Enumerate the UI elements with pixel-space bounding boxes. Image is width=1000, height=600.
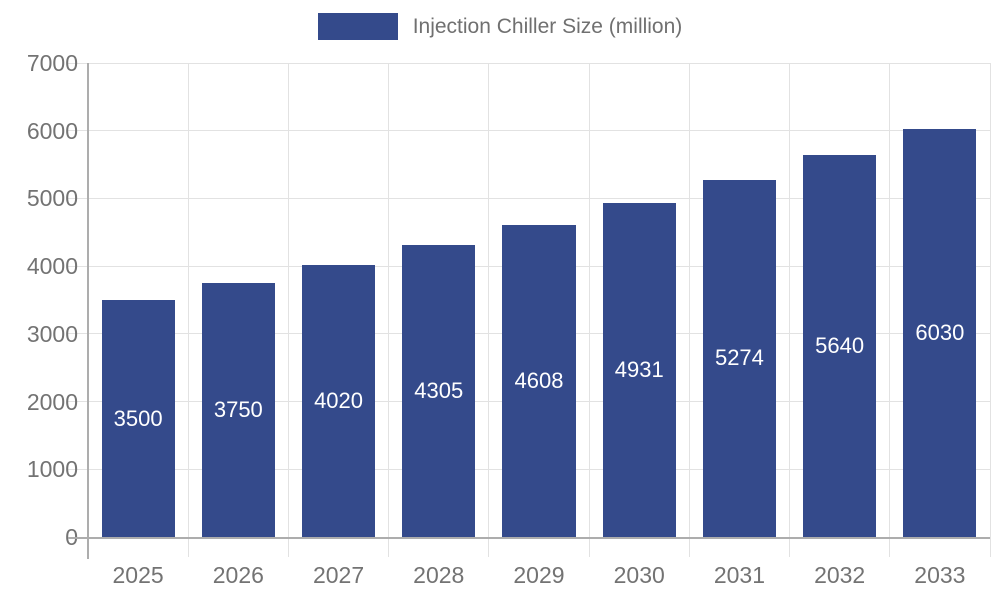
y-tick <box>68 265 88 267</box>
bar <box>502 224 576 537</box>
y-tick-label: 1000 <box>26 456 78 483</box>
v-gridline <box>889 63 891 537</box>
bar-value-label: 4305 <box>414 378 464 404</box>
bar-value-label: 3500 <box>113 405 163 431</box>
bar <box>301 264 376 537</box>
v-gridline <box>388 63 390 537</box>
v-gridline <box>789 63 791 537</box>
x-tick <box>588 537 590 557</box>
bar-value-label: 5640 <box>815 333 865 359</box>
y-tick <box>68 62 88 64</box>
x-tick <box>989 537 991 557</box>
legend-swatch <box>317 13 398 40</box>
legend-label: Injection Chiller Size (million) <box>412 14 683 38</box>
bar-value-label: 6030 <box>915 319 965 345</box>
bar-value-label: 4608 <box>514 367 564 393</box>
v-gridline <box>989 63 991 537</box>
bar-value-label: 4931 <box>614 357 664 383</box>
y-tick <box>68 333 88 335</box>
x-tick-label: 2031 <box>713 562 766 588</box>
bar-value-label: 5274 <box>714 345 764 371</box>
bar-value-label: 3750 <box>213 397 263 423</box>
x-tick <box>488 537 490 557</box>
bar <box>702 179 777 537</box>
x-axis-line <box>68 537 990 539</box>
x-tick-label: 2027 <box>312 562 365 588</box>
y-tick <box>68 130 88 132</box>
x-tick <box>889 537 891 557</box>
bar <box>101 300 175 537</box>
y-tick-label: 5000 <box>26 185 78 212</box>
y-tick-label: 3000 <box>26 320 78 347</box>
bar <box>903 128 977 537</box>
h-gridline <box>88 130 990 132</box>
y-tick-label: 2000 <box>26 388 78 415</box>
legend[interactable]: Injection Chiller Size (million) <box>0 13 1000 40</box>
x-tick-label: 2030 <box>613 562 665 588</box>
x-tick-label: 2028 <box>413 562 465 588</box>
bar <box>201 283 275 537</box>
y-axis-line <box>87 63 89 559</box>
x-tick-label: 2026 <box>212 562 264 588</box>
bar <box>803 155 877 537</box>
y-tick-label: 4000 <box>26 253 78 280</box>
x-tick <box>688 537 690 557</box>
y-tick-label: 0 <box>0 524 78 550</box>
v-gridline <box>588 63 590 537</box>
v-gridline <box>287 63 289 537</box>
y-tick-label: 6000 <box>26 117 78 144</box>
x-tick-label: 2029 <box>513 562 565 588</box>
v-gridline <box>187 63 189 537</box>
y-tick <box>68 468 88 470</box>
v-gridline <box>688 63 690 537</box>
x-tick-label: 2033 <box>914 562 966 588</box>
y-tick <box>68 197 88 199</box>
h-gridline <box>88 62 990 64</box>
y-tick <box>68 401 88 403</box>
v-gridline <box>488 63 490 537</box>
h-gridline <box>88 197 990 199</box>
y-tick-label: 7000 <box>26 50 78 76</box>
x-tick-label: 2025 <box>112 562 164 588</box>
x-tick <box>789 537 791 557</box>
bar <box>402 245 476 537</box>
x-tick <box>388 537 390 557</box>
x-tick-label: 2032 <box>814 562 866 588</box>
bar <box>602 203 676 537</box>
bar-value-label: 4020 <box>314 387 364 413</box>
x-tick <box>287 537 289 557</box>
x-tick <box>187 537 189 557</box>
